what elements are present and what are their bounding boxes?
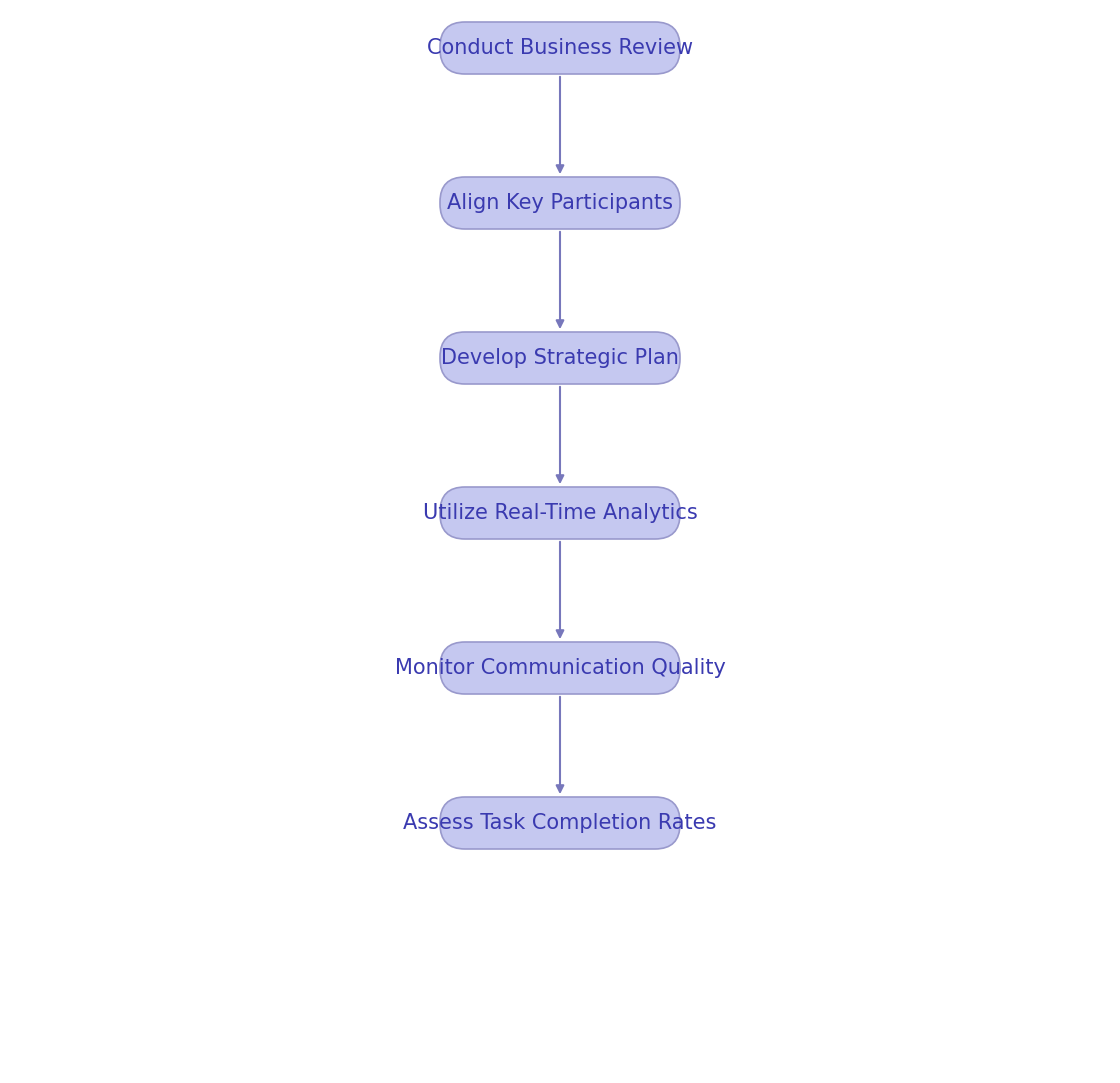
- Text: Conduct Business Review: Conduct Business Review: [427, 38, 693, 58]
- FancyBboxPatch shape: [440, 22, 680, 74]
- FancyBboxPatch shape: [440, 642, 680, 694]
- FancyBboxPatch shape: [440, 332, 680, 384]
- Text: Align Key Participants: Align Key Participants: [447, 193, 673, 213]
- Text: Monitor Communication Quality: Monitor Communication Quality: [394, 658, 726, 678]
- Text: Assess Task Completion Rates: Assess Task Completion Rates: [403, 813, 717, 833]
- FancyBboxPatch shape: [440, 487, 680, 539]
- FancyBboxPatch shape: [440, 797, 680, 849]
- FancyBboxPatch shape: [440, 177, 680, 229]
- Text: Utilize Real-Time Analytics: Utilize Real-Time Analytics: [422, 503, 698, 523]
- Text: Develop Strategic Plan: Develop Strategic Plan: [441, 348, 679, 368]
